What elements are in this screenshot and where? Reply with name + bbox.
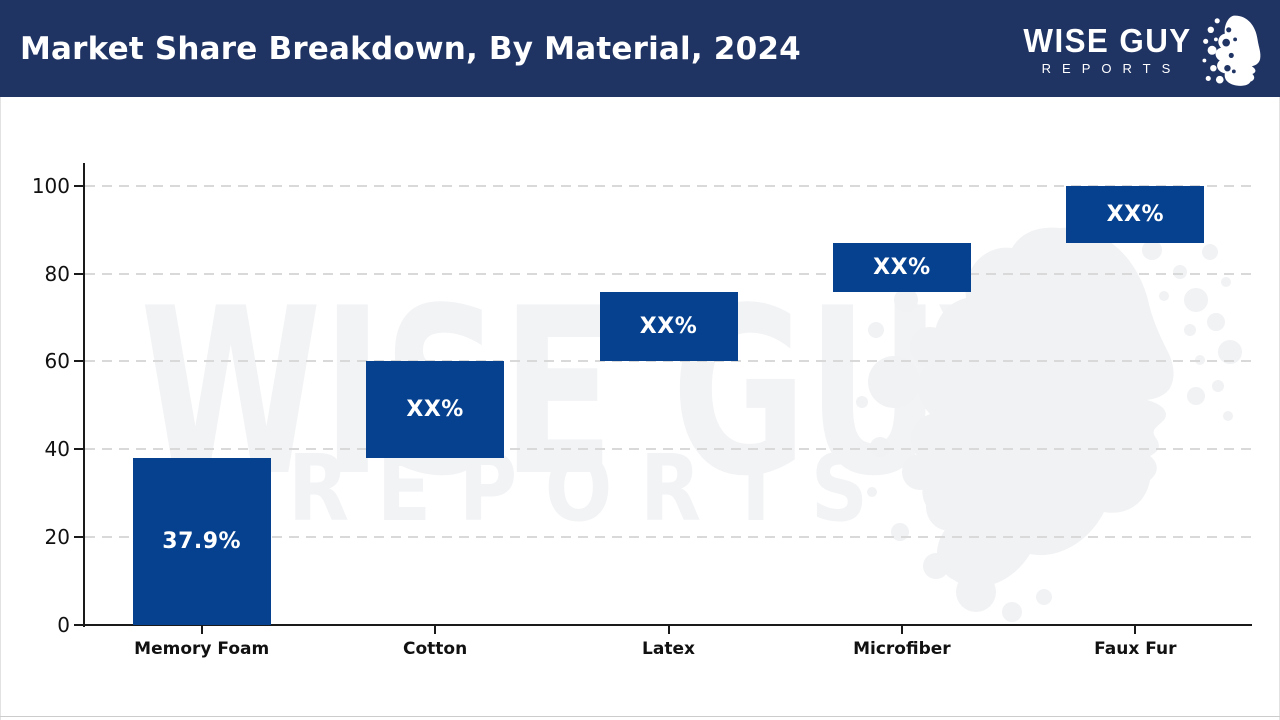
brand-subname: REPORTS <box>1041 60 1182 76</box>
gridline-y20 <box>85 536 1252 539</box>
gridline-y40 <box>85 448 1252 451</box>
waterfall-chart: WISE GUY R E P O R T S 0 20 40 60 80 100 37.9%… <box>0 97 1280 720</box>
y-axis-tick <box>74 360 84 363</box>
y-axis-tick <box>74 448 84 451</box>
header-bar: Market Share Breakdown, By Material, 202… <box>0 0 1280 97</box>
y-axis-tick <box>74 624 84 626</box>
bar-value-label: XX% <box>639 313 698 339</box>
x-tick-label: Faux Fur <box>1094 639 1177 659</box>
x-axis-line <box>83 624 1252 626</box>
y-tick-label: 0 <box>57 613 70 637</box>
x-tick-label: Microfiber <box>853 639 951 659</box>
frame-border-left <box>0 97 1 720</box>
page-title: Market Share Breakdown, By Material, 202… <box>20 30 801 67</box>
brand-logo: WISE GUY REPORTS <box>1019 9 1262 89</box>
gridline-y60 <box>85 360 1252 363</box>
x-axis-tick <box>434 626 437 634</box>
x-tick-label: Cotton <box>402 639 468 659</box>
frame-border-bottom <box>0 716 1280 717</box>
bar-value-label: XX% <box>1106 201 1165 227</box>
y-axis-tick <box>74 272 84 275</box>
y-axis-tick <box>74 536 84 539</box>
dotted-face-profile-icon <box>1202 15 1261 86</box>
y-tick-label: 40 <box>44 437 70 462</box>
brand-name: WISE GUY <box>1023 21 1192 59</box>
bar-latex: XX% <box>599 291 738 361</box>
brand-logo-text: WISE GUY REPORTS <box>1019 22 1196 76</box>
y-tick-label: 80 <box>44 261 70 286</box>
x-axis-tick <box>667 626 670 634</box>
x-axis-tick <box>200 626 203 634</box>
bar-value-label: 37.9% <box>162 529 242 555</box>
x-tick-label: Latex <box>642 639 695 659</box>
bar-faux-fur: XX% <box>1066 185 1205 243</box>
bar-value-label: XX% <box>873 254 931 280</box>
x-axis-tick <box>1134 626 1137 634</box>
x-axis-tick <box>900 626 903 634</box>
x-tick-label: Memory Foam <box>134 639 270 659</box>
bar-value-label: XX% <box>406 397 464 423</box>
y-axis-line <box>83 163 85 627</box>
y-axis-tick <box>74 184 84 187</box>
bar-microfiber: XX% <box>832 242 971 292</box>
y-tick-label: 20 <box>44 525 70 550</box>
bar-memory-foam: 37.9% <box>132 458 271 625</box>
gridline-y80 <box>85 272 1252 275</box>
y-tick-label: 100 <box>31 173 70 198</box>
y-tick-label: 60 <box>44 349 70 374</box>
bar-cotton: XX% <box>366 360 505 459</box>
gridline-y100 <box>85 184 1252 187</box>
